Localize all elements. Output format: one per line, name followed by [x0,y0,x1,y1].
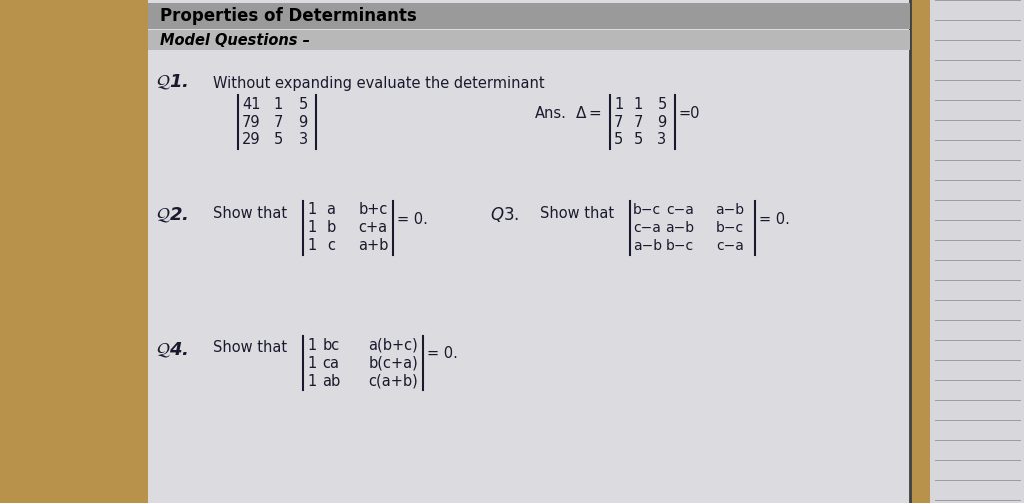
Text: a−b: a−b [633,239,663,253]
Text: Without expanding evaluate the determinant: Without expanding evaluate the determina… [213,76,545,91]
Text: Model Questions –: Model Questions – [160,33,310,47]
Text: a+b: a+b [357,238,388,254]
Text: a−b: a−b [666,221,694,235]
Text: 1: 1 [614,97,624,112]
Text: $\mathcal{Q}$2.: $\mathcal{Q}$2. [156,205,188,224]
Text: 1: 1 [307,238,316,254]
Text: 29: 29 [242,132,261,147]
Text: 5: 5 [298,97,307,112]
Text: b(c+a): b(c+a) [368,356,418,371]
Text: b−c: b−c [666,239,694,253]
Text: 9: 9 [298,115,307,129]
Text: =0: =0 [678,106,699,121]
Text: c: c [327,238,335,254]
FancyBboxPatch shape [930,0,1024,503]
Text: 5: 5 [657,97,667,112]
Text: ca: ca [323,356,340,371]
Text: Properties of Determinants: Properties of Determinants [160,7,417,25]
Text: a(b+c): a(b+c) [368,338,418,353]
Text: 1: 1 [307,374,316,388]
Text: c−a: c−a [633,221,660,235]
Text: 5: 5 [614,132,624,147]
Text: 1: 1 [307,356,316,371]
Text: 7: 7 [633,115,643,129]
Text: 1: 1 [634,97,643,112]
Text: 7: 7 [614,115,624,129]
Text: $\Delta=$: $\Delta=$ [575,105,601,121]
Text: 1: 1 [307,338,316,353]
Text: a: a [327,203,336,217]
Text: 41: 41 [242,97,260,112]
Text: = 0.: = 0. [759,211,790,226]
Text: = 0.: = 0. [397,211,428,226]
Text: 5: 5 [273,132,283,147]
Text: c+a: c+a [358,220,387,235]
FancyBboxPatch shape [148,30,910,50]
Text: 5: 5 [634,132,643,147]
Text: Ans.: Ans. [535,106,567,121]
Text: c(a+b): c(a+b) [368,374,418,388]
Text: b−c: b−c [633,203,662,217]
Text: Show that: Show that [540,206,614,220]
FancyBboxPatch shape [148,3,910,29]
Text: 79: 79 [242,115,261,129]
Text: 3: 3 [657,132,667,147]
Text: 3: 3 [298,132,307,147]
Text: b+c: b+c [358,203,388,217]
Text: 1: 1 [273,97,283,112]
Text: ab: ab [322,374,340,388]
Text: 1: 1 [307,220,316,235]
Text: b−c: b−c [716,221,744,235]
Text: $\mathcal{Q}$1.: $\mathcal{Q}$1. [156,72,188,91]
Text: bc: bc [323,338,340,353]
Text: Show that: Show that [213,206,287,220]
Text: $\mathcal{Q}$4.: $\mathcal{Q}$4. [156,340,188,359]
Text: Show that: Show that [213,341,287,356]
Text: 7: 7 [273,115,283,129]
Text: 1: 1 [307,203,316,217]
Text: $Q3.$: $Q3.$ [490,205,519,224]
Text: = 0.: = 0. [427,347,458,362]
FancyBboxPatch shape [148,0,910,503]
Text: 9: 9 [657,115,667,129]
Text: c−a: c−a [666,203,694,217]
Text: c−a: c−a [716,239,744,253]
Text: a−b: a−b [716,203,744,217]
Text: b: b [327,220,336,235]
